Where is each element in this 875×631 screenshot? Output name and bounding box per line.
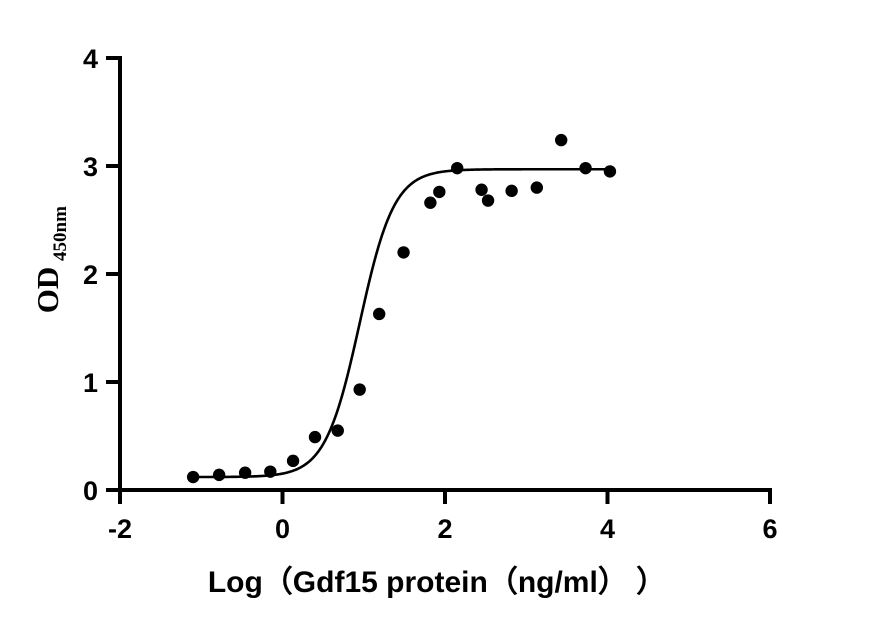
x-tick-label: 6	[762, 514, 777, 544]
x-tick-label: -2	[108, 514, 132, 544]
y-tick-label: 2	[83, 260, 98, 290]
fit-curve-group	[191, 167, 612, 479]
data-points-group	[186, 133, 617, 484]
data-point	[212, 468, 226, 482]
data-point	[331, 424, 344, 437]
data-point	[530, 181, 544, 194]
y-tick-labels: 0 1 2 3 4	[83, 44, 98, 506]
y-tick-label: 0	[83, 476, 98, 506]
x-tick-label: 0	[275, 514, 290, 544]
data-point	[397, 246, 410, 259]
data-point	[505, 184, 518, 198]
data-point	[450, 161, 464, 175]
y-tick-label: 1	[83, 368, 98, 398]
y-axis-title: OD 450nm	[30, 206, 71, 313]
y-tick-label: 3	[83, 152, 98, 182]
tick-marks	[106, 56, 772, 504]
data-point	[186, 470, 200, 484]
data-point	[372, 307, 386, 321]
data-point	[308, 430, 322, 444]
x-tick-label: 4	[600, 514, 615, 544]
data-point	[433, 185, 446, 199]
data-point	[603, 165, 617, 178]
y-tick-label: 4	[83, 44, 98, 74]
data-point	[579, 161, 592, 175]
data-point	[286, 454, 300, 468]
data-point	[475, 183, 488, 196]
data-point	[264, 465, 277, 478]
data-point	[481, 194, 495, 207]
x-tick-labels: -2 0 2 4 6	[108, 514, 778, 544]
x-axis-title: Log（Gdf15 protein（ng/ml） ）	[208, 565, 666, 599]
data-point	[353, 383, 366, 396]
y-axis-title-subscript: 450nm	[50, 206, 71, 261]
x-tick-label: 2	[437, 514, 452, 544]
data-point	[554, 133, 568, 147]
y-axis-title-main: OD	[30, 267, 65, 314]
data-point	[424, 196, 437, 209]
fit-curve	[191, 167, 612, 479]
data-point	[238, 466, 252, 479]
